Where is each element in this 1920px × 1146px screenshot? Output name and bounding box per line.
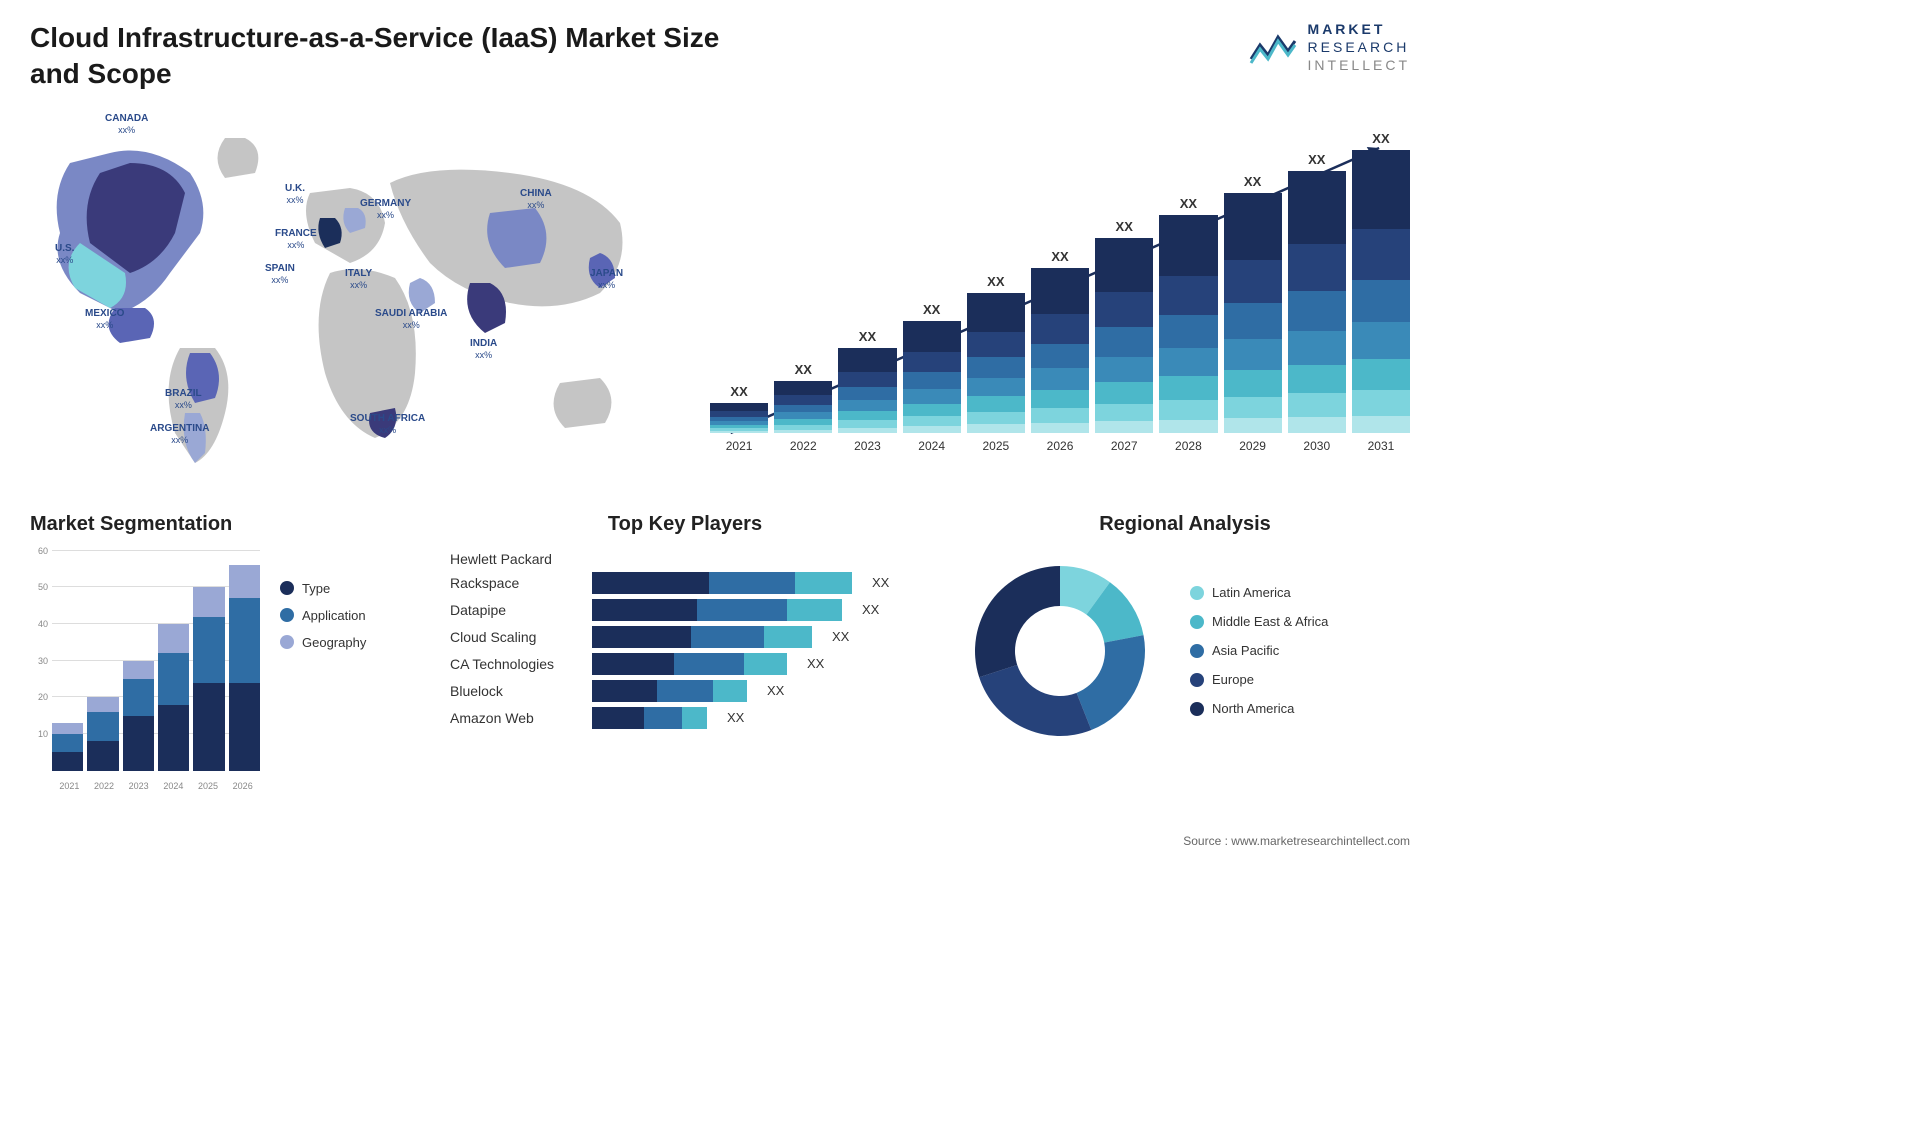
player-row: RackspaceXX bbox=[450, 572, 920, 594]
world-map-section: CANADAxx% U.S.xx% MEXICOxx% BRAZILxx% ARGENT… bbox=[30, 113, 670, 483]
segmentation-bar bbox=[123, 661, 154, 771]
map-label: FRANCExx% bbox=[275, 228, 317, 252]
map-label: SAUDI ARABIAxx% bbox=[375, 308, 447, 332]
logo-line3: INTELLECT bbox=[1308, 56, 1410, 74]
player-row: BluelockXX bbox=[450, 680, 920, 702]
donut-slice bbox=[979, 665, 1091, 736]
player-row: Cloud ScalingXX bbox=[450, 626, 920, 648]
segmentation-bar bbox=[193, 587, 224, 770]
segmentation-chart: 102030405060 202120222023202420252026 bbox=[30, 551, 260, 791]
legend-item: Application bbox=[280, 608, 366, 623]
players-title: Top Key Players bbox=[450, 513, 920, 536]
forecast-bar: XX2028 bbox=[1159, 196, 1217, 453]
legend-item: Europe bbox=[1190, 672, 1328, 687]
map-label: U.S.xx% bbox=[55, 243, 74, 267]
map-label: ITALYxx% bbox=[345, 268, 372, 292]
map-label: GERMANYxx% bbox=[360, 198, 411, 222]
player-row: Amazon WebXX bbox=[450, 707, 920, 729]
player-row: DatapipeXX bbox=[450, 599, 920, 621]
forecast-bar: XX2029 bbox=[1224, 174, 1282, 453]
forecast-bar: XX2025 bbox=[967, 274, 1025, 453]
logo-line2: RESEARCH bbox=[1308, 38, 1410, 56]
segmentation-bar bbox=[87, 697, 118, 770]
map-label: MEXICOxx% bbox=[85, 308, 124, 332]
forecast-bar: XX2022 bbox=[774, 362, 832, 453]
segmentation-bar bbox=[52, 723, 83, 771]
brand-logo: MARKET RESEARCH INTELLECT bbox=[1248, 20, 1410, 75]
donut-slice bbox=[1077, 635, 1145, 730]
forecast-bar: XX2024 bbox=[903, 302, 961, 453]
legend-item: Middle East & Africa bbox=[1190, 614, 1328, 629]
legend-item: Latin America bbox=[1190, 585, 1328, 600]
legend-item: Asia Pacific bbox=[1190, 643, 1328, 658]
forecast-chart: XX2021XX2022XX2023XX2024XX2025XX2026XX20… bbox=[710, 113, 1410, 483]
map-label: CANADAxx% bbox=[105, 113, 148, 137]
map-label: SPAINxx% bbox=[265, 263, 295, 287]
regional-legend: Latin America Middle East & Africa Asia Pa… bbox=[1190, 585, 1328, 716]
segmentation-bar bbox=[229, 565, 260, 770]
map-label: BRAZILxx% bbox=[165, 388, 202, 412]
map-label: INDIAxx% bbox=[470, 338, 497, 362]
regional-section: Regional Analysis Latin America Middle Ea… bbox=[960, 513, 1410, 791]
forecast-bar: XX2027 bbox=[1095, 219, 1153, 453]
players-section: Top Key Players Hewlett Packard Rackspace… bbox=[450, 513, 920, 791]
regional-donut-chart bbox=[960, 551, 1160, 751]
donut-slice bbox=[975, 566, 1060, 677]
map-label: SOUTH AFRICAxx% bbox=[350, 413, 425, 437]
player-row: Hewlett Packard bbox=[450, 551, 920, 567]
segmentation-bar bbox=[158, 624, 189, 771]
logo-line1: MARKET bbox=[1308, 20, 1410, 38]
forecast-bar: XX2023 bbox=[838, 329, 896, 453]
legend-item: North America bbox=[1190, 701, 1328, 716]
segmentation-section: Market Segmentation 102030405060 2021202… bbox=[30, 513, 410, 791]
logo-icon bbox=[1248, 27, 1298, 67]
regional-title: Regional Analysis bbox=[960, 513, 1410, 536]
forecast-bar: XX2021 bbox=[710, 384, 768, 453]
player-row: CA TechnologiesXX bbox=[450, 653, 920, 675]
map-label: ARGENTINAxx% bbox=[150, 423, 209, 447]
forecast-bar: XX2031 bbox=[1352, 131, 1410, 453]
map-label: U.K.xx% bbox=[285, 183, 305, 207]
legend-item: Geography bbox=[280, 635, 366, 650]
forecast-bar: XX2030 bbox=[1288, 152, 1346, 453]
segmentation-title: Market Segmentation bbox=[30, 513, 410, 536]
map-label: JAPANxx% bbox=[590, 268, 623, 292]
forecast-bar: XX2026 bbox=[1031, 249, 1089, 453]
legend-item: Type bbox=[280, 581, 366, 596]
page-title: Cloud Infrastructure-as-a-Service (IaaS)… bbox=[30, 20, 730, 93]
source-text: Source : www.marketresearchintellect.com bbox=[1183, 834, 1410, 848]
map-label: CHINAxx% bbox=[520, 188, 552, 212]
segmentation-legend: Type Application Geography bbox=[280, 551, 366, 791]
